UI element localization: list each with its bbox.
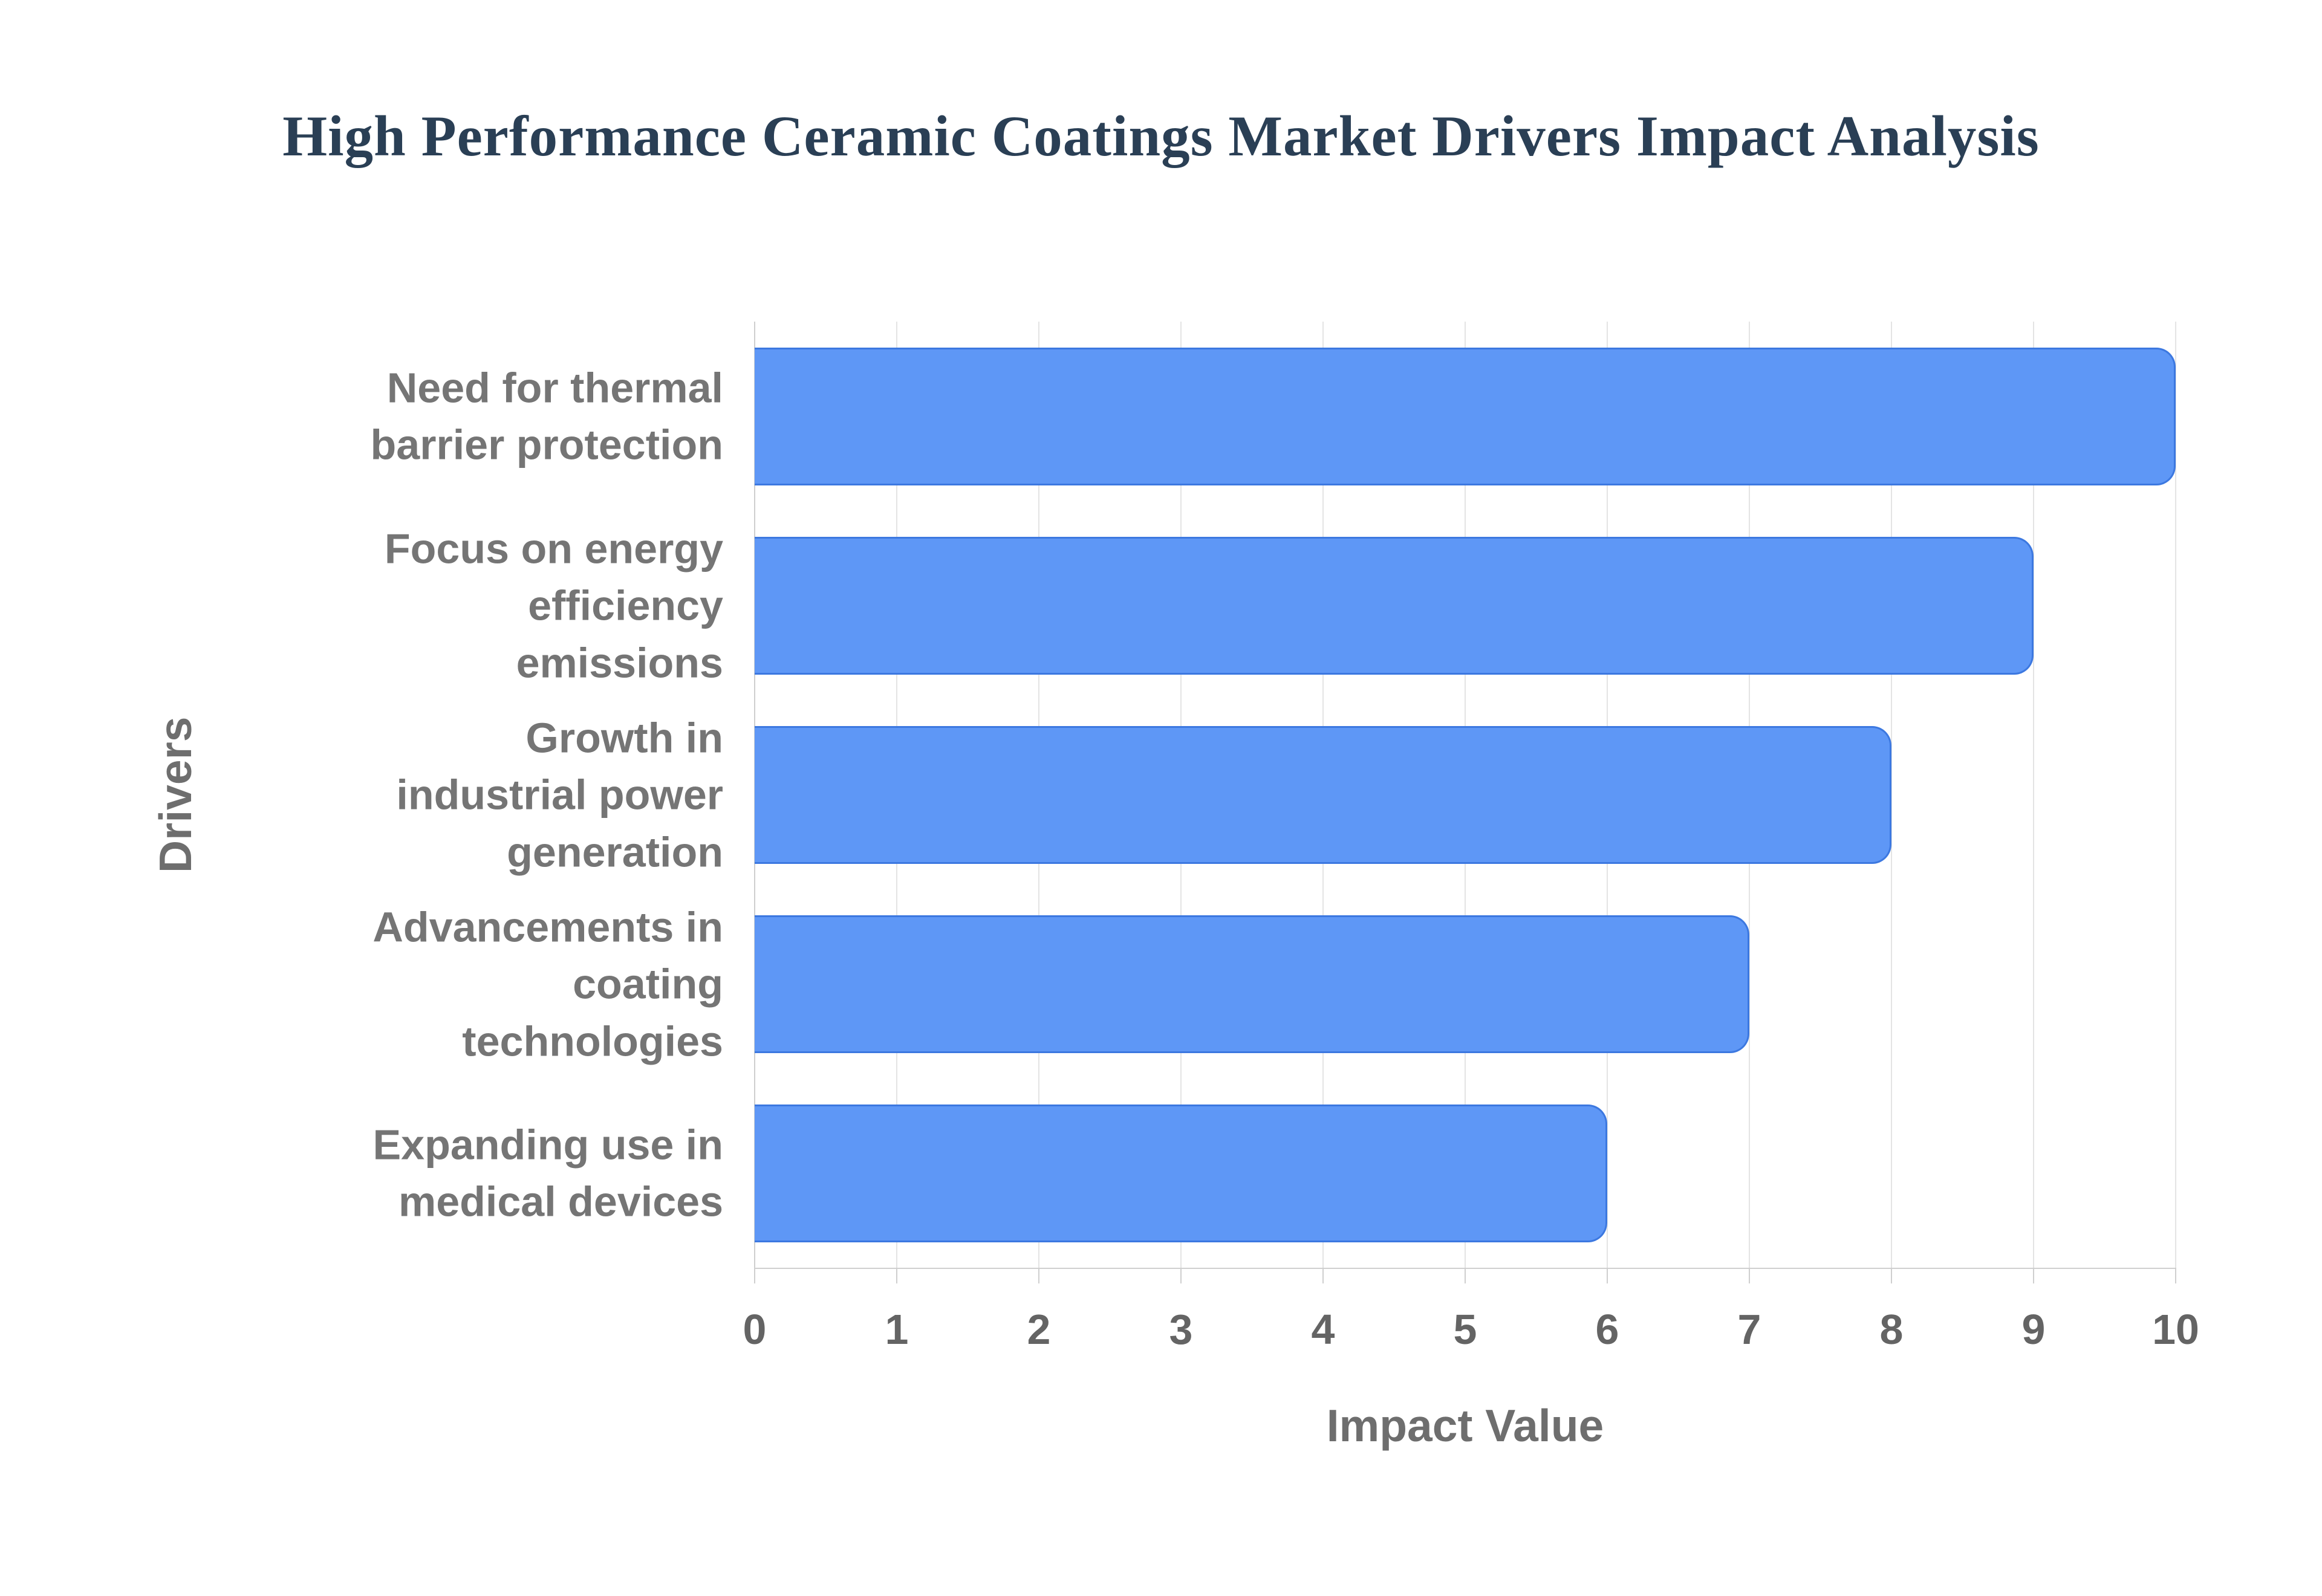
x-tick-label: 5 [1453,1306,1477,1353]
category-label: Growth in industrial power generation [396,713,723,875]
x-axis-title: Impact Value [1326,1400,1604,1451]
gridline [2033,322,2034,1268]
x-tick-mark [1180,1268,1182,1283]
bar-rows: Need for thermal barrier protection Focus… [371,322,2176,1268]
bar[interactable] [755,536,2034,675]
x-tick-mark [2175,1268,2176,1283]
bar[interactable] [755,1104,1607,1242]
x-tick-label: 4 [1311,1306,1335,1353]
category-label: Expanding use in medical devices [372,1121,723,1225]
bar-row: Focus on energy efficiency emissions [385,511,2176,700]
bar[interactable] [755,725,1891,864]
x-tick-label: 0 [743,1306,767,1353]
x-tick-label: 10 [2152,1306,2199,1353]
bar-row: Need for thermal barrier protection [371,322,2176,511]
x-tick-label: 3 [1169,1306,1193,1353]
x-tick-mark [896,1268,897,1283]
chart-title: High Performance Ceramic Coatings Market… [282,104,2040,168]
x-tick-mark [1891,1268,1892,1283]
x-tick-mark [1607,1268,1608,1283]
gridline [2175,322,2176,1268]
x-tick-label: 6 [1595,1306,1619,1353]
bar-row: Advancements in coating technologies [372,889,2176,1079]
category-label: Focus on energy efficiency emissions [384,524,723,686]
x-tick-mark [1038,1268,1039,1283]
x-tick-mark [2033,1268,2034,1283]
category-label: Advancements in coating technologies [372,903,723,1065]
x-axis-line [755,1268,2176,1269]
bar-row: Expanding use in medical devices [372,1079,2176,1268]
x-tick-mark [1465,1268,1466,1283]
x-tick-label: 8 [1879,1306,1904,1353]
category-label: Need for thermal barrier protection [370,364,723,469]
bar-row: Growth in industrial power generation [396,700,2176,889]
plot-area: Need for thermal barrier protection Focus… [371,322,2199,1353]
gridline [1891,322,1892,1268]
x-tick-mark [754,1268,755,1283]
x-tick-label: 7 [1737,1306,1761,1353]
x-tick-mark [1749,1268,1750,1283]
bar[interactable] [755,347,2176,485]
x-tick-label: 9 [2021,1306,2046,1353]
y-axis-title: Drivers [150,716,201,873]
x-tick-mark [1322,1268,1324,1283]
x-tick-label: 1 [885,1306,909,1353]
bar[interactable] [755,915,1749,1053]
x-tick-label: 2 [1027,1306,1051,1353]
